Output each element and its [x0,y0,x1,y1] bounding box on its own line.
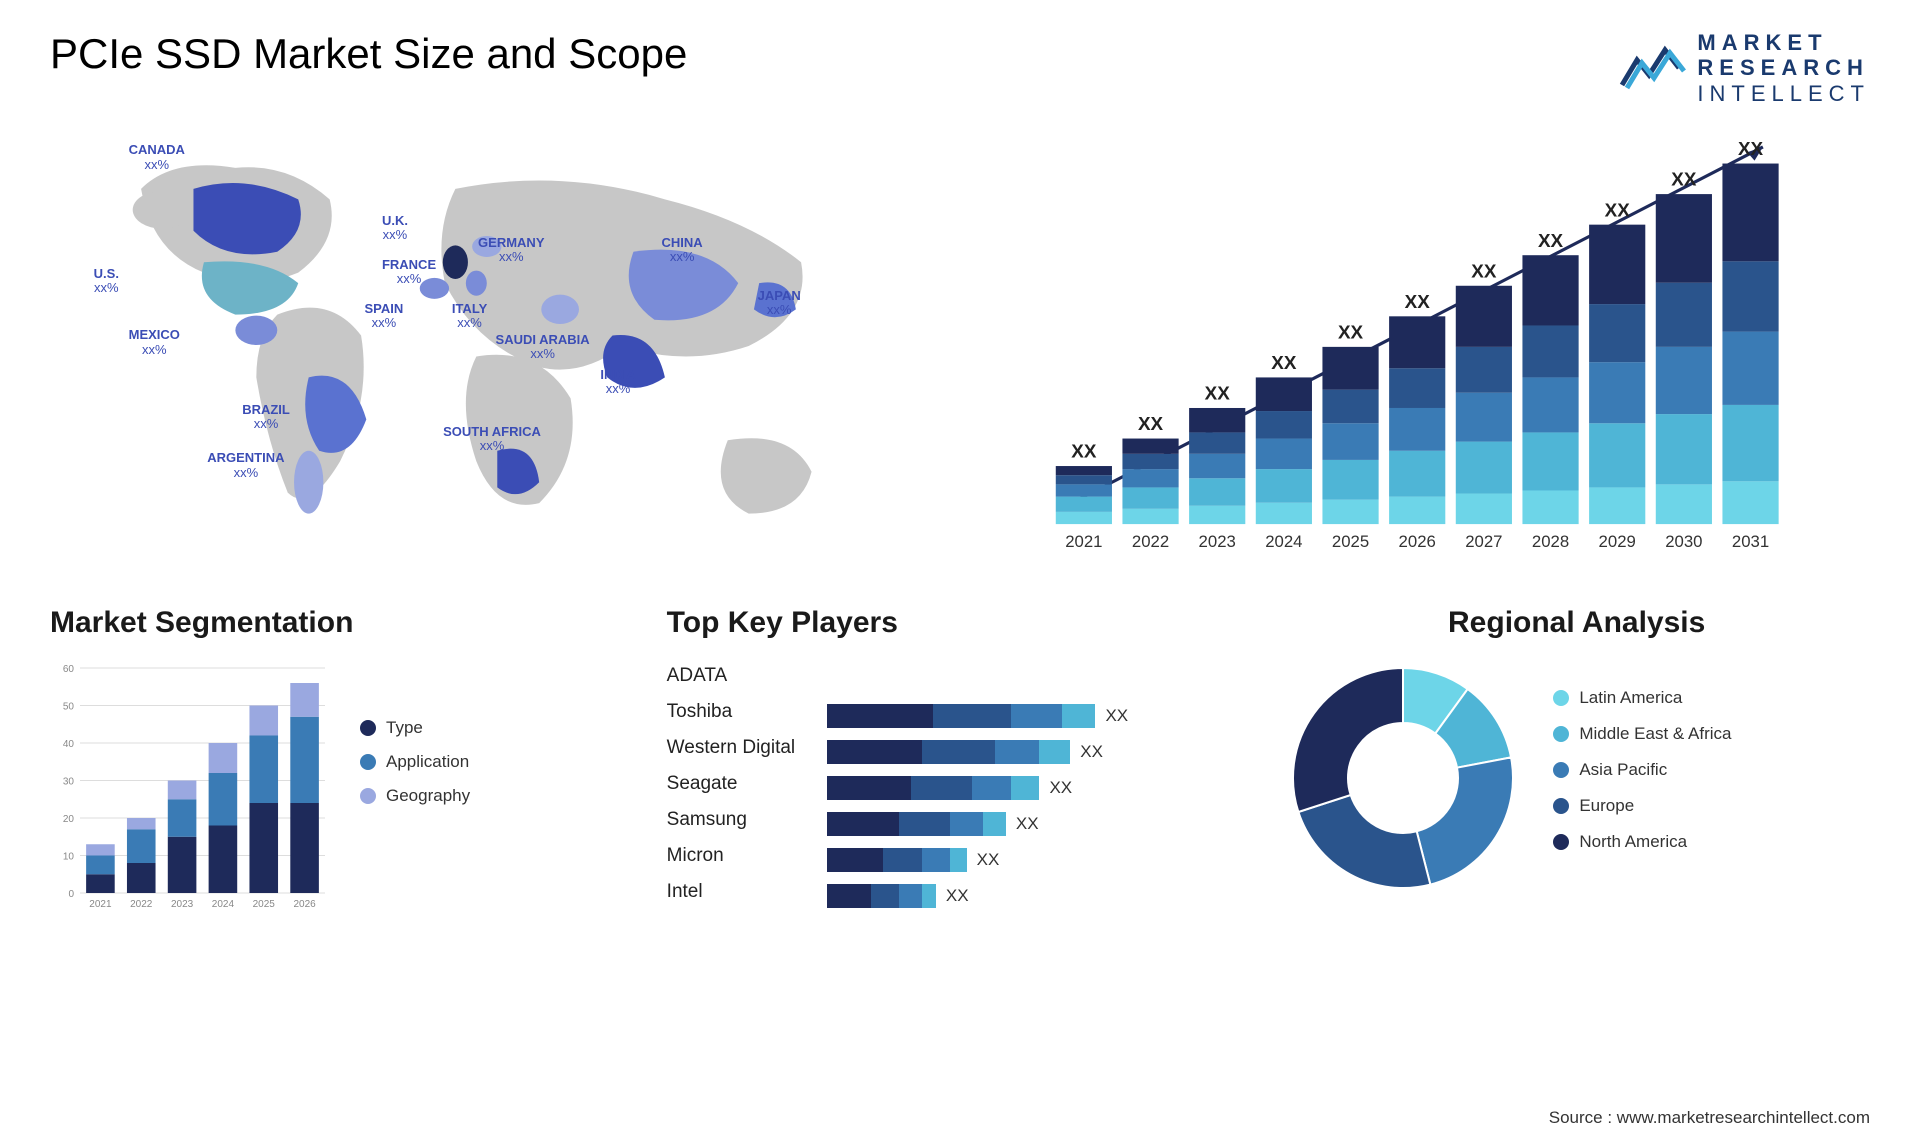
player-value: XX [1016,814,1039,834]
player-value: XX [1105,706,1128,726]
svg-text:60: 60 [63,664,75,675]
map-label: SPAINxx% [364,302,403,331]
svg-text:2022: 2022 [130,899,153,910]
map-label: BRAZILxx% [242,403,290,432]
svg-text:40: 40 [63,739,75,750]
players-bars: XXXXXXXXXXXX [827,658,1254,914]
regional-legend: Latin America Middle East & Africa Asia Pa… [1553,688,1731,868]
players-panel: Top Key Players ADATAToshibaWestern Digi… [667,606,1254,918]
player-bar-row: XX [827,770,1254,806]
svg-text:XX: XX [1071,441,1097,462]
map-label: ARGENTINAxx% [207,451,284,480]
page-title: PCIe SSD Market Size and Scope [50,30,687,78]
regional-title: Regional Analysis [1283,606,1870,640]
svg-text:XX: XX [1138,413,1164,434]
svg-text:2024: 2024 [1265,532,1302,551]
players-labels: ADATAToshibaWestern DigitalSeagateSamsun… [667,658,807,914]
svg-text:20: 20 [63,814,75,825]
svg-text:2030: 2030 [1665,532,1702,551]
svg-text:2021: 2021 [1065,532,1102,551]
source-attribution: Source : www.marketresearchintellect.com [1549,1108,1870,1128]
svg-text:2023: 2023 [1198,532,1235,551]
map-label: SAUDI ARABIAxx% [496,333,590,362]
map-label: SOUTH AFRICAxx% [443,425,541,454]
player-name: Samsung [667,802,807,838]
legend-item: Latin America [1553,688,1731,708]
world-map-panel: CANADAxx% U.S.xx% MEXICOxx% BRAZILxx% ARGENT… [50,126,924,566]
map-label: U.S.xx% [94,267,119,296]
player-bar-row: XX [827,806,1254,842]
map-label: ITALYxx% [452,302,487,331]
growth-chart-panel: XX 2021 XX 2022 XX 2023 XX 2024 XX 2025 XX 2026 XX 20… [964,126,1870,566]
player-value: XX [1080,742,1103,762]
map-label: CANADAxx% [129,143,185,172]
player-bar-row: XX [827,698,1254,734]
donut-chart [1283,658,1523,898]
player-bar-row: XX [827,734,1254,770]
svg-text:2031: 2031 [1731,532,1768,551]
player-value: XX [1049,778,1072,798]
map-label: CHINAxx% [662,236,703,265]
map-label: GERMANYxx% [478,236,544,265]
legend-item: Type [360,718,470,738]
svg-text:2025: 2025 [253,899,276,910]
logo-text: MARKET RESEARCH INTELLECT [1697,30,1870,106]
legend-item: North America [1553,832,1731,852]
legend-item: Application [360,752,470,772]
logo-icon [1617,40,1687,95]
svg-text:50: 50 [63,701,75,712]
svg-text:2029: 2029 [1598,532,1635,551]
legend-item: Middle East & Africa [1553,724,1731,744]
segmentation-title: Market Segmentation [50,606,637,640]
svg-text:2023: 2023 [171,899,194,910]
player-name: Toshiba [667,694,807,730]
player-name: ADATA [667,658,807,694]
segmentation-panel: Market Segmentation 0 10 20 30 40 50 60 2021 202… [50,606,637,918]
map-label: JAPANxx% [758,289,801,318]
world-map [50,126,924,566]
svg-text:XX: XX [1404,291,1430,312]
svg-text:XX: XX [1338,321,1364,342]
svg-text:0: 0 [68,889,74,900]
svg-text:2026: 2026 [1398,532,1435,551]
svg-text:XX: XX [1671,169,1697,190]
segmentation-legend: Type Application Geography [360,658,470,918]
svg-text:XX: XX [1271,352,1297,373]
map-label: INDIAxx% [600,368,635,397]
svg-text:2025: 2025 [1331,532,1368,551]
svg-text:2022: 2022 [1131,532,1168,551]
svg-text:2028: 2028 [1531,532,1568,551]
svg-text:2026: 2026 [293,899,316,910]
player-name: Western Digital [667,730,807,766]
brand-logo: MARKET RESEARCH INTELLECT [1617,30,1870,106]
player-value: XX [946,886,969,906]
svg-text:XX: XX [1471,260,1497,281]
player-name: Seagate [667,766,807,802]
map-label: FRANCExx% [382,258,436,287]
svg-text:2021: 2021 [89,899,112,910]
player-bar-row: XX [827,842,1254,878]
segmentation-chart: 0 10 20 30 40 50 60 2021 2022 2023 2024 2025 2026 [50,658,330,918]
svg-text:XX: XX [1604,199,1630,220]
svg-text:2027: 2027 [1465,532,1502,551]
legend-item: Geography [360,786,470,806]
svg-text:XX: XX [1204,382,1230,403]
map-label: MEXICOxx% [129,328,180,357]
players-title: Top Key Players [667,606,1254,640]
legend-item: Europe [1553,796,1731,816]
growth-stacked-bar-chart: XX 2021 XX 2022 XX 2023 XX 2024 XX 2025 XX 2026 XX 20… [964,126,1870,566]
map-label: U.K.xx% [382,214,408,243]
player-value: XX [977,850,1000,870]
svg-text:XX: XX [1538,230,1564,251]
player-bar-row: XX [827,878,1254,914]
player-name: Micron [667,838,807,874]
svg-text:2024: 2024 [212,899,235,910]
svg-text:10: 10 [63,851,75,862]
svg-text:XX: XX [1738,138,1764,159]
regional-panel: Regional Analysis Latin America Middle Ea… [1283,606,1870,918]
svg-text:30: 30 [63,776,75,787]
player-name: Intel [667,874,807,910]
legend-item: Asia Pacific [1553,760,1731,780]
